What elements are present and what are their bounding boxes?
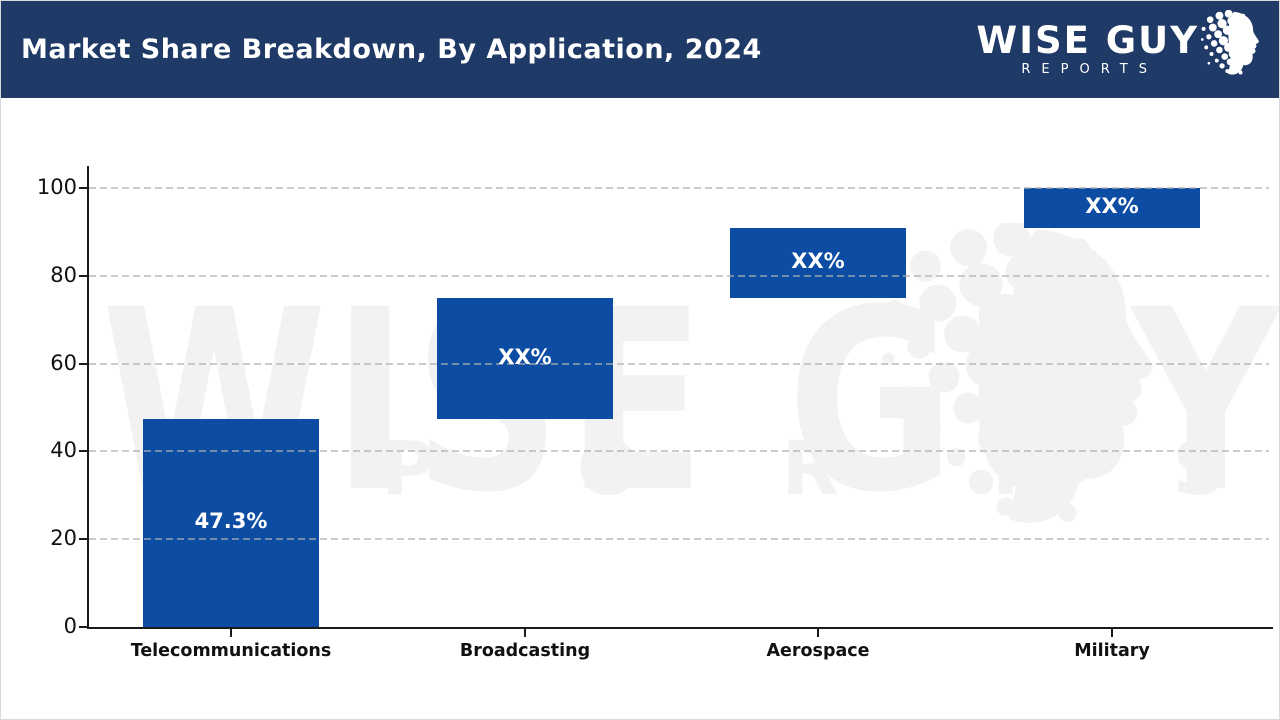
- gridline: [89, 274, 1269, 277]
- y-tick: [79, 187, 87, 189]
- y-tick: [79, 626, 87, 628]
- y-tick-label: 40: [50, 438, 77, 463]
- y-tick-label: 20: [50, 526, 77, 551]
- y-axis-line: [87, 166, 89, 629]
- x-category-label: Broadcasting: [459, 641, 591, 661]
- x-category-label: Aerospace: [766, 641, 870, 661]
- header-bar: Market Share Breakdown, By Application, …: [1, 1, 1279, 98]
- logo-text: WISE GUY REPORTS: [976, 22, 1199, 77]
- x-axis-line: [87, 627, 1273, 629]
- x-category-label: Military: [1074, 641, 1150, 661]
- x-tick: [1111, 629, 1113, 637]
- wise-guy-reports-logo: WISE GUY REPORTS: [976, 9, 1263, 90]
- y-tick: [79, 450, 87, 453]
- watermark-subtitle: P O R T S: [381, 426, 1280, 512]
- logo-subtitle: REPORTS: [1021, 62, 1158, 77]
- gridline: [89, 450, 1269, 453]
- y-tick-label: 80: [50, 262, 77, 287]
- bar-broadcasting: [437, 297, 613, 420]
- y-tick-label: 60: [50, 350, 77, 375]
- bar-telecommunications: [143, 419, 319, 627]
- bar-value-label: XX%: [498, 344, 552, 369]
- bar-value-label: XX%: [791, 249, 845, 274]
- bar-aerospace: [730, 228, 906, 298]
- y-tick: [79, 362, 87, 365]
- y-tick: [79, 538, 87, 541]
- x-tick: [524, 629, 526, 637]
- logo-wordmark: WISE GUY: [976, 19, 1199, 62]
- bar-military: [1024, 188, 1200, 229]
- gridline: [89, 187, 1269, 189]
- bar-value-label: XX%: [1085, 194, 1139, 219]
- x-tick: [817, 629, 819, 637]
- y-tick: [79, 274, 87, 277]
- gridline: [89, 538, 1269, 541]
- bar-value-label: 47.3%: [194, 509, 268, 534]
- x-category-label: Telecommunications: [130, 641, 332, 661]
- y-tick-label: 100: [36, 175, 77, 199]
- gridline: [89, 362, 1269, 365]
- x-tick: [230, 629, 232, 637]
- dotted-head-icon: [1200, 9, 1259, 75]
- page-title: Market Share Breakdown, By Application, …: [21, 34, 762, 65]
- y-tick-label: 0: [63, 614, 77, 638]
